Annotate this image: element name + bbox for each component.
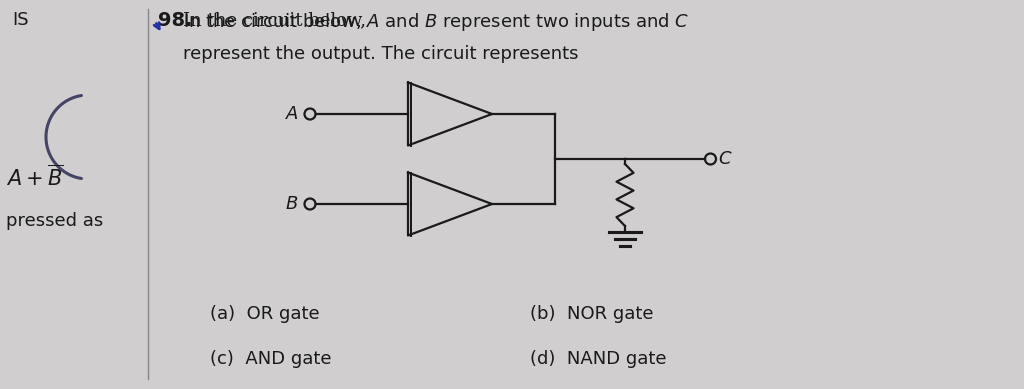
- Text: (d)  NAND gate: (d) NAND gate: [530, 350, 667, 368]
- Text: (b)  NOR gate: (b) NOR gate: [530, 305, 653, 323]
- Text: C: C: [718, 150, 731, 168]
- Text: represent the output. The circuit represents: represent the output. The circuit repres…: [183, 45, 579, 63]
- Text: B: B: [286, 195, 298, 213]
- Text: 98.: 98.: [158, 11, 193, 30]
- Text: pressed as: pressed as: [6, 212, 103, 230]
- Text: In the circuit below,: In the circuit below,: [183, 11, 372, 29]
- Text: $A+\overline{B}$: $A+\overline{B}$: [6, 164, 63, 190]
- Text: (a)  OR gate: (a) OR gate: [210, 305, 319, 323]
- Text: (c)  AND gate: (c) AND gate: [210, 350, 332, 368]
- Text: IS: IS: [12, 11, 29, 29]
- Text: A: A: [286, 105, 298, 123]
- Text: In the circuit below, $\it{A}$ and $\it{B}$ represent two inputs and $\it{C}$: In the circuit below, $\it{A}$ and $\it{…: [183, 11, 689, 33]
